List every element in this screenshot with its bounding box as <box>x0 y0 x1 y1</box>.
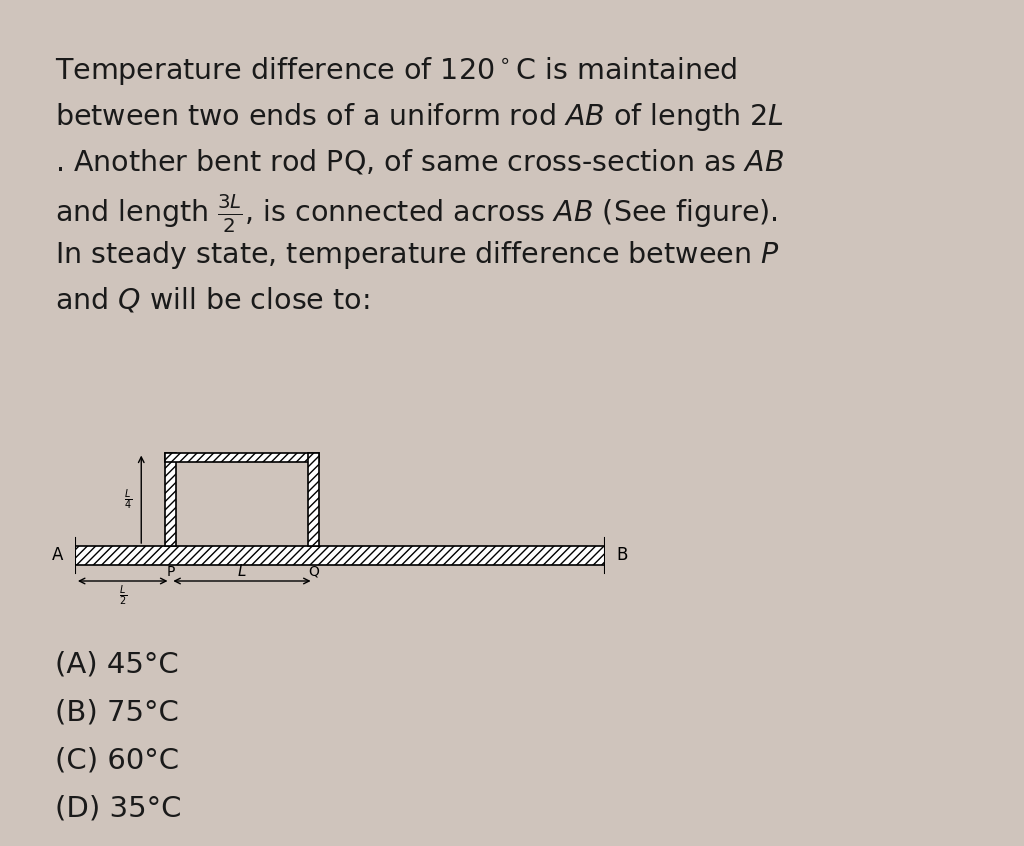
Text: (D) 35°C: (D) 35°C <box>55 794 181 822</box>
Text: $\frac{L}{2}$: $\frac{L}{2}$ <box>119 584 127 607</box>
Text: Q: Q <box>308 564 318 579</box>
Text: and length $\frac{3L}{2}$, is connected across $AB$ (See figure).: and length $\frac{3L}{2}$, is connected … <box>55 193 777 235</box>
Bar <box>165 453 176 546</box>
Text: (B) 75°C: (B) 75°C <box>55 698 179 726</box>
Text: (A) 45°C: (A) 45°C <box>55 650 179 678</box>
Text: B: B <box>616 547 628 564</box>
Text: between two ends of a uniform rod $AB$ of length $2L$: between two ends of a uniform rod $AB$ o… <box>55 101 784 133</box>
Bar <box>165 453 318 462</box>
Text: P: P <box>166 564 174 579</box>
Text: In steady state, temperature difference between $P$: In steady state, temperature difference … <box>55 239 779 271</box>
Text: $\frac{L}{4}$: $\frac{L}{4}$ <box>124 487 132 512</box>
Bar <box>308 453 318 546</box>
Text: Temperature difference of 120$^\circ$C is maintained: Temperature difference of 120$^\circ$C i… <box>55 55 737 87</box>
Text: . Another bent rod PQ, of same cross-section as $AB$: . Another bent rod PQ, of same cross-sec… <box>55 147 784 176</box>
Text: (C) 60°C: (C) 60°C <box>55 746 179 774</box>
Text: A: A <box>52 547 63 564</box>
Text: $L$: $L$ <box>238 563 247 579</box>
Bar <box>75 546 605 564</box>
Text: and $Q$ will be close to:: and $Q$ will be close to: <box>55 285 370 314</box>
